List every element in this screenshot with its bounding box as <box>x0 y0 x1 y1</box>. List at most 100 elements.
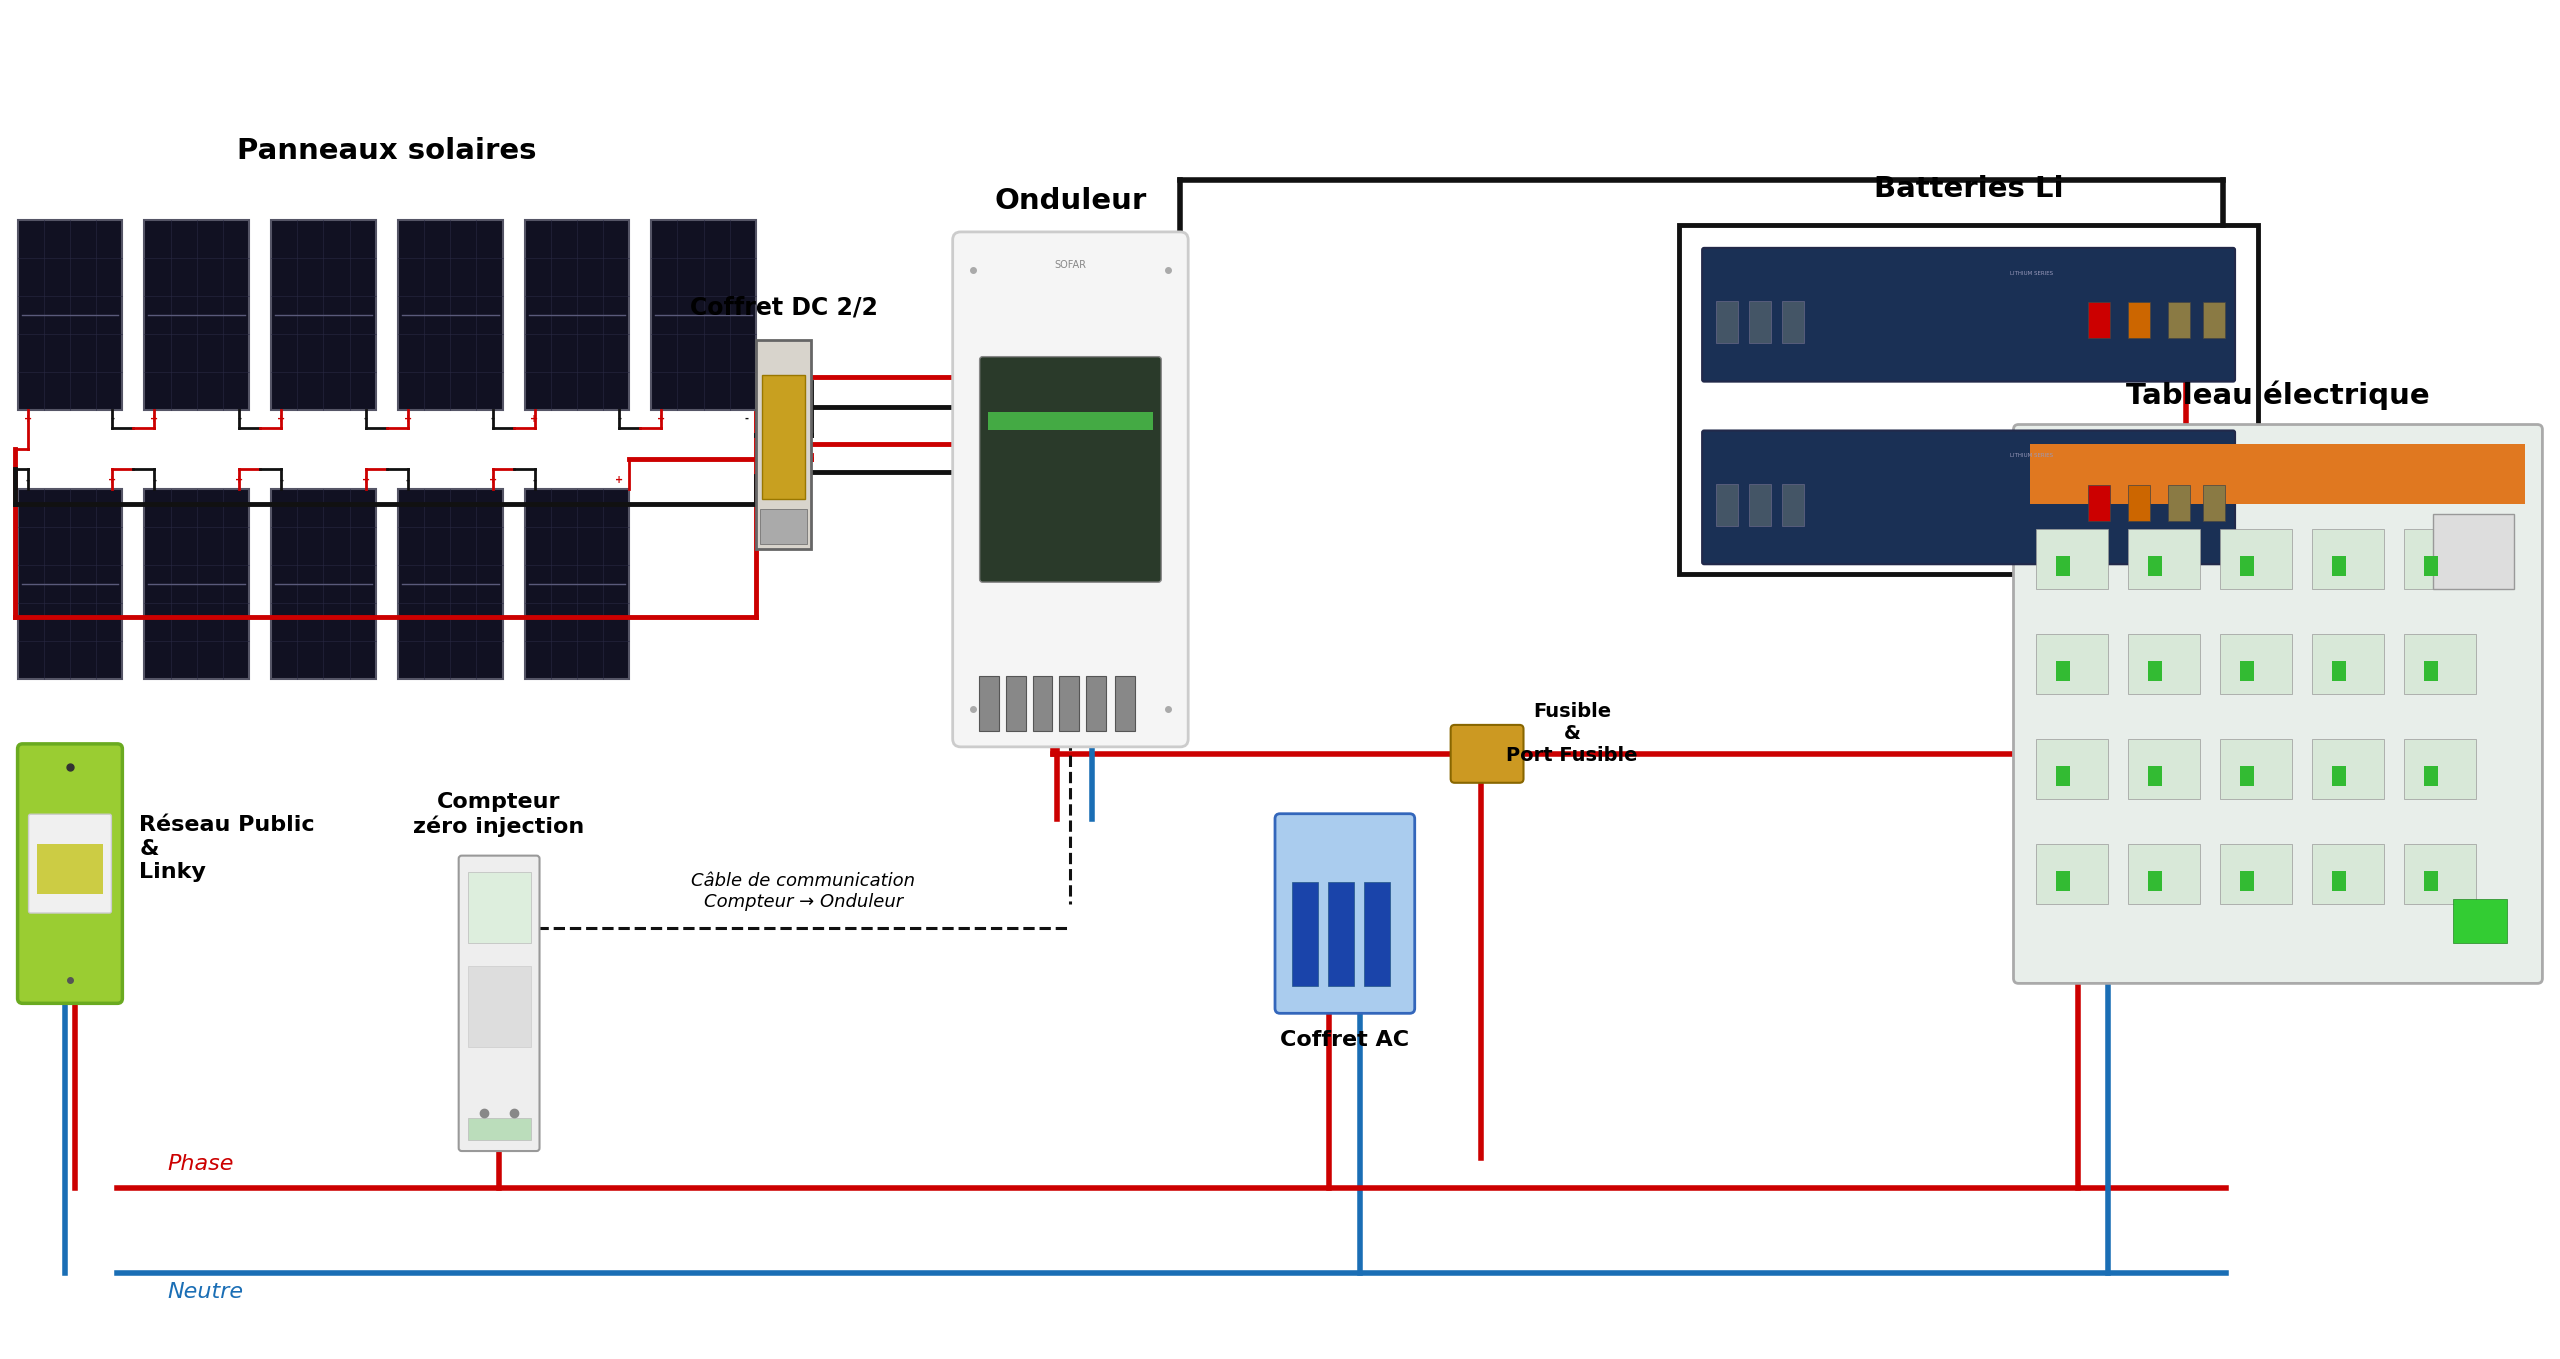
Text: Fusible
&
Port Fusible: Fusible & Port Fusible <box>1505 703 1638 765</box>
Bar <box>2089 302 2109 338</box>
Text: -: - <box>238 413 241 424</box>
Bar <box>2127 302 2150 338</box>
Bar <box>2148 660 2163 681</box>
Bar <box>2127 485 2150 520</box>
Text: Câble de communication
Compteur → Onduleur: Câble de communication Compteur → Ondule… <box>691 871 916 911</box>
Text: -: - <box>279 476 284 485</box>
Bar <box>2220 635 2291 694</box>
Text: +: + <box>530 413 538 424</box>
Text: +: + <box>658 413 666 424</box>
Bar <box>1006 675 1027 731</box>
Text: Réseau Public
&
Linky: Réseau Public & Linky <box>138 815 315 882</box>
Bar <box>2089 485 2109 520</box>
Bar <box>2127 529 2199 590</box>
Bar <box>1715 302 1738 344</box>
Bar <box>2030 444 2527 504</box>
Bar <box>2424 660 2437 681</box>
Bar <box>2204 485 2225 520</box>
Bar <box>2127 844 2199 904</box>
Text: +: + <box>151 413 159 424</box>
FancyBboxPatch shape <box>952 232 1188 747</box>
Bar <box>143 220 248 409</box>
Text: -: - <box>492 413 494 424</box>
Text: +: + <box>276 413 284 424</box>
Text: -: - <box>151 476 156 485</box>
Bar <box>2312 635 2383 694</box>
Bar <box>143 489 248 680</box>
Bar <box>271 220 376 409</box>
Text: LITHIUM SERIES: LITHIUM SERIES <box>2010 270 2053 276</box>
Bar <box>1293 882 1318 987</box>
Text: Batteries Li: Batteries Li <box>1874 175 2063 202</box>
Bar <box>763 375 804 499</box>
Text: +: + <box>361 476 371 485</box>
Bar <box>2148 871 2163 890</box>
Text: +: + <box>614 476 625 485</box>
Bar <box>1032 675 1052 731</box>
Text: -: - <box>110 413 115 424</box>
Bar <box>2148 556 2163 576</box>
Bar <box>760 510 806 544</box>
Bar <box>2404 739 2476 799</box>
Bar <box>468 966 530 1046</box>
Bar <box>2452 898 2506 943</box>
Bar <box>2432 514 2514 590</box>
Bar <box>2056 871 2071 890</box>
Bar <box>2127 739 2199 799</box>
Bar <box>650 220 755 409</box>
Bar <box>2332 871 2345 890</box>
FancyBboxPatch shape <box>980 356 1162 582</box>
Bar <box>2220 739 2291 799</box>
Bar <box>2168 302 2191 338</box>
FancyBboxPatch shape <box>18 743 123 1003</box>
Bar <box>2220 529 2291 590</box>
Text: Coffret DC 2/2: Coffret DC 2/2 <box>689 296 878 319</box>
Text: Onduleur: Onduleur <box>993 188 1147 215</box>
Bar <box>1748 484 1772 526</box>
Bar <box>2035 739 2109 799</box>
FancyBboxPatch shape <box>2015 424 2542 984</box>
Bar <box>525 489 630 680</box>
Bar <box>1679 226 2258 575</box>
Text: SOFAR: SOFAR <box>1055 260 1085 270</box>
Bar <box>18 220 123 409</box>
Text: +: + <box>108 476 115 485</box>
Bar <box>1060 675 1080 731</box>
Text: -: - <box>26 476 31 485</box>
Bar <box>1116 675 1134 731</box>
Bar <box>2220 844 2291 904</box>
Text: Compteur
zéro injection: Compteur zéro injection <box>415 792 584 837</box>
Text: -: - <box>745 413 748 424</box>
Bar <box>988 412 1152 429</box>
Bar <box>755 340 812 549</box>
Text: -: - <box>617 413 622 424</box>
Bar <box>397 220 502 409</box>
Text: Coffret AC: Coffret AC <box>1280 1030 1411 1051</box>
Bar <box>2148 766 2163 786</box>
FancyBboxPatch shape <box>1702 431 2235 564</box>
Bar <box>1364 882 1390 987</box>
Bar <box>2168 485 2191 520</box>
Bar <box>2240 766 2253 786</box>
Bar <box>2035 844 2109 904</box>
Bar <box>2424 556 2437 576</box>
Bar <box>2332 556 2345 576</box>
Bar <box>2424 766 2437 786</box>
Bar <box>1329 882 1354 987</box>
Text: +: + <box>489 476 497 485</box>
Bar <box>2404 844 2476 904</box>
Bar <box>397 489 502 680</box>
Bar <box>2312 529 2383 590</box>
Bar <box>525 220 630 409</box>
Bar <box>2332 660 2345 681</box>
Text: Phase: Phase <box>166 1154 233 1174</box>
FancyBboxPatch shape <box>1452 724 1523 783</box>
Bar <box>2056 766 2071 786</box>
FancyBboxPatch shape <box>1275 814 1416 1014</box>
Bar <box>2312 739 2383 799</box>
Bar <box>2056 556 2071 576</box>
Text: Tableau électrique: Tableau électrique <box>2127 381 2429 409</box>
Bar <box>271 489 376 680</box>
Bar <box>2127 635 2199 694</box>
Bar <box>36 844 102 894</box>
